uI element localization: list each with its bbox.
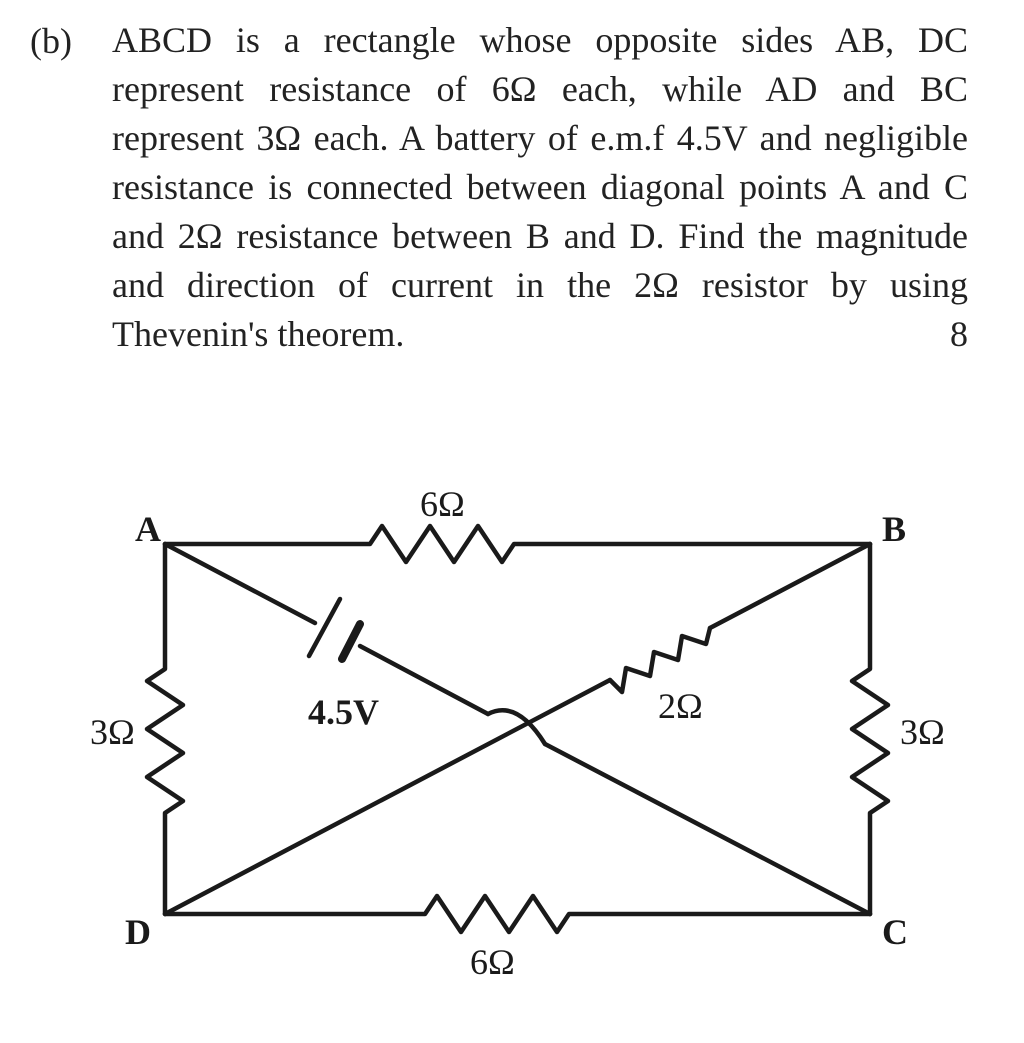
battery-plate-short	[342, 624, 360, 659]
question-marks: 8	[950, 310, 968, 359]
edge-AB-resistor	[165, 526, 870, 562]
node-label-B: B	[882, 509, 906, 549]
node-label-D: D	[125, 912, 151, 952]
edge-BD-seg1	[710, 544, 870, 628]
circuit-svg: A B C D 6Ω 6Ω 3Ω 3Ω	[70, 474, 970, 1034]
page: (b) ABCD is a rectangle whose opposite s…	[0, 0, 1024, 1043]
edge-BC-resistor	[852, 544, 888, 914]
label-R-BD: 2Ω	[658, 686, 703, 726]
edge-DC-resistor	[165, 896, 870, 932]
battery-plate-long	[309, 599, 340, 656]
edge-AC-seg1	[165, 544, 315, 623]
edge-AD-resistor	[147, 544, 183, 914]
question-block: (b) ABCD is a rectangle whose opposite s…	[30, 16, 988, 359]
label-R-DC: 6Ω	[470, 942, 515, 982]
node-label-A: A	[135, 509, 161, 549]
label-R-AB: 6Ω	[420, 484, 465, 524]
label-V-AC: 4.5V	[308, 692, 379, 732]
node-label-C: C	[882, 912, 908, 952]
edge-AC-seg3	[545, 744, 870, 914]
question-label: (b)	[30, 16, 108, 66]
question-body: ABCD is a rectangle whose opposite sides…	[112, 20, 968, 354]
label-R-AD: 3Ω	[90, 712, 135, 752]
edge-BD-resistor	[610, 628, 710, 692]
edge-AC-seg2	[360, 646, 488, 714]
edge-BD-seg2	[165, 680, 610, 914]
label-R-BC: 3Ω	[900, 712, 945, 752]
circuit-drawing: A B C D 6Ω 6Ω 3Ω 3Ω	[90, 484, 945, 982]
question-text: ABCD is a rectangle whose opposite sides…	[112, 16, 968, 359]
circuit-diagram: A B C D 6Ω 6Ω 3Ω 3Ω	[70, 474, 970, 1034]
